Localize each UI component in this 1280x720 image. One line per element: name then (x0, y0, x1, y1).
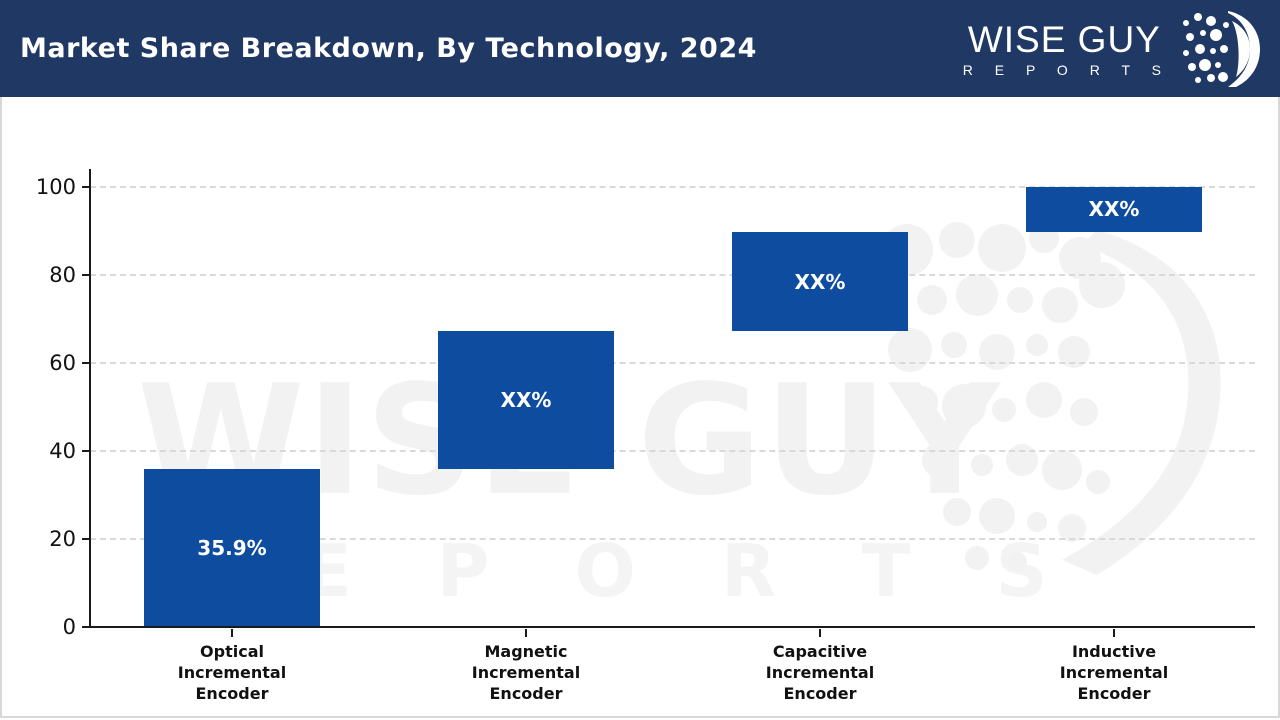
bar-value-label: 35.9% (197, 536, 267, 560)
x-tick-mark-3 (819, 629, 821, 637)
logo-text: WISE GUY R E P O R T S (959, 21, 1170, 77)
x-category-label-1: Optical Incremental Encoder (177, 642, 287, 703)
x-tick-mark-4 (1113, 629, 1115, 637)
y-tick-mark-60 (82, 362, 90, 364)
gridline-40 (90, 450, 1255, 452)
y-tick-mark-80 (82, 274, 90, 276)
bar-segment-2: XX% (438, 331, 614, 470)
gridline-80 (90, 274, 1255, 276)
page-title: Market Share Breakdown, By Technology, 2… (20, 33, 757, 64)
x-category-label-4: Inductive Incremental Encoder (1059, 642, 1169, 703)
x-tick-mark-1 (231, 629, 233, 637)
bar-segment-3: XX% (732, 231, 908, 332)
x-category-label-3: Capacitive Incremental Encoder (765, 642, 875, 703)
y-tick-label-80: 80 (49, 263, 76, 287)
gridline-20 (90, 538, 1255, 540)
header-bar: Market Share Breakdown, By Technology, 2… (0, 0, 1280, 97)
y-tick-label-0: 0 (62, 615, 76, 639)
bar-segment-4: XX% (1026, 187, 1202, 232)
x-category-label-2: Magnetic Incremental Encoder (471, 642, 581, 703)
bar-value-label: XX% (500, 388, 552, 413)
gridline-100 (90, 186, 1255, 188)
bar-value-label: XX% (794, 269, 846, 294)
y-tick-label-20: 20 (49, 527, 76, 551)
y-tick-mark-100 (82, 186, 90, 188)
y-tick-label-40: 40 (49, 439, 76, 463)
x-axis-line (89, 626, 1255, 628)
x-tick-mark-2 (525, 629, 527, 637)
y-tick-mark-20 (82, 538, 90, 540)
chart-area: WISE GUY R E P O R T S (0, 97, 1280, 718)
gridline-60 (90, 362, 1255, 364)
logo-subtitle: R E P O R T S (962, 61, 1170, 78)
bar-value-label: XX% (1088, 197, 1140, 222)
y-axis-line (89, 169, 91, 628)
y-tick-mark-0 (82, 626, 90, 628)
y-tick-label-60: 60 (49, 351, 76, 375)
wiseguy-logo: WISE GUY R E P O R T S (959, 7, 1262, 91)
bar-segment-1: 35.9% (144, 469, 320, 627)
logo-face-icon (1183, 10, 1260, 87)
y-tick-label-100: 100 (35, 175, 76, 199)
logo-wordmark: WISE GUY (967, 18, 1161, 60)
y-tick-mark-40 (82, 450, 90, 452)
